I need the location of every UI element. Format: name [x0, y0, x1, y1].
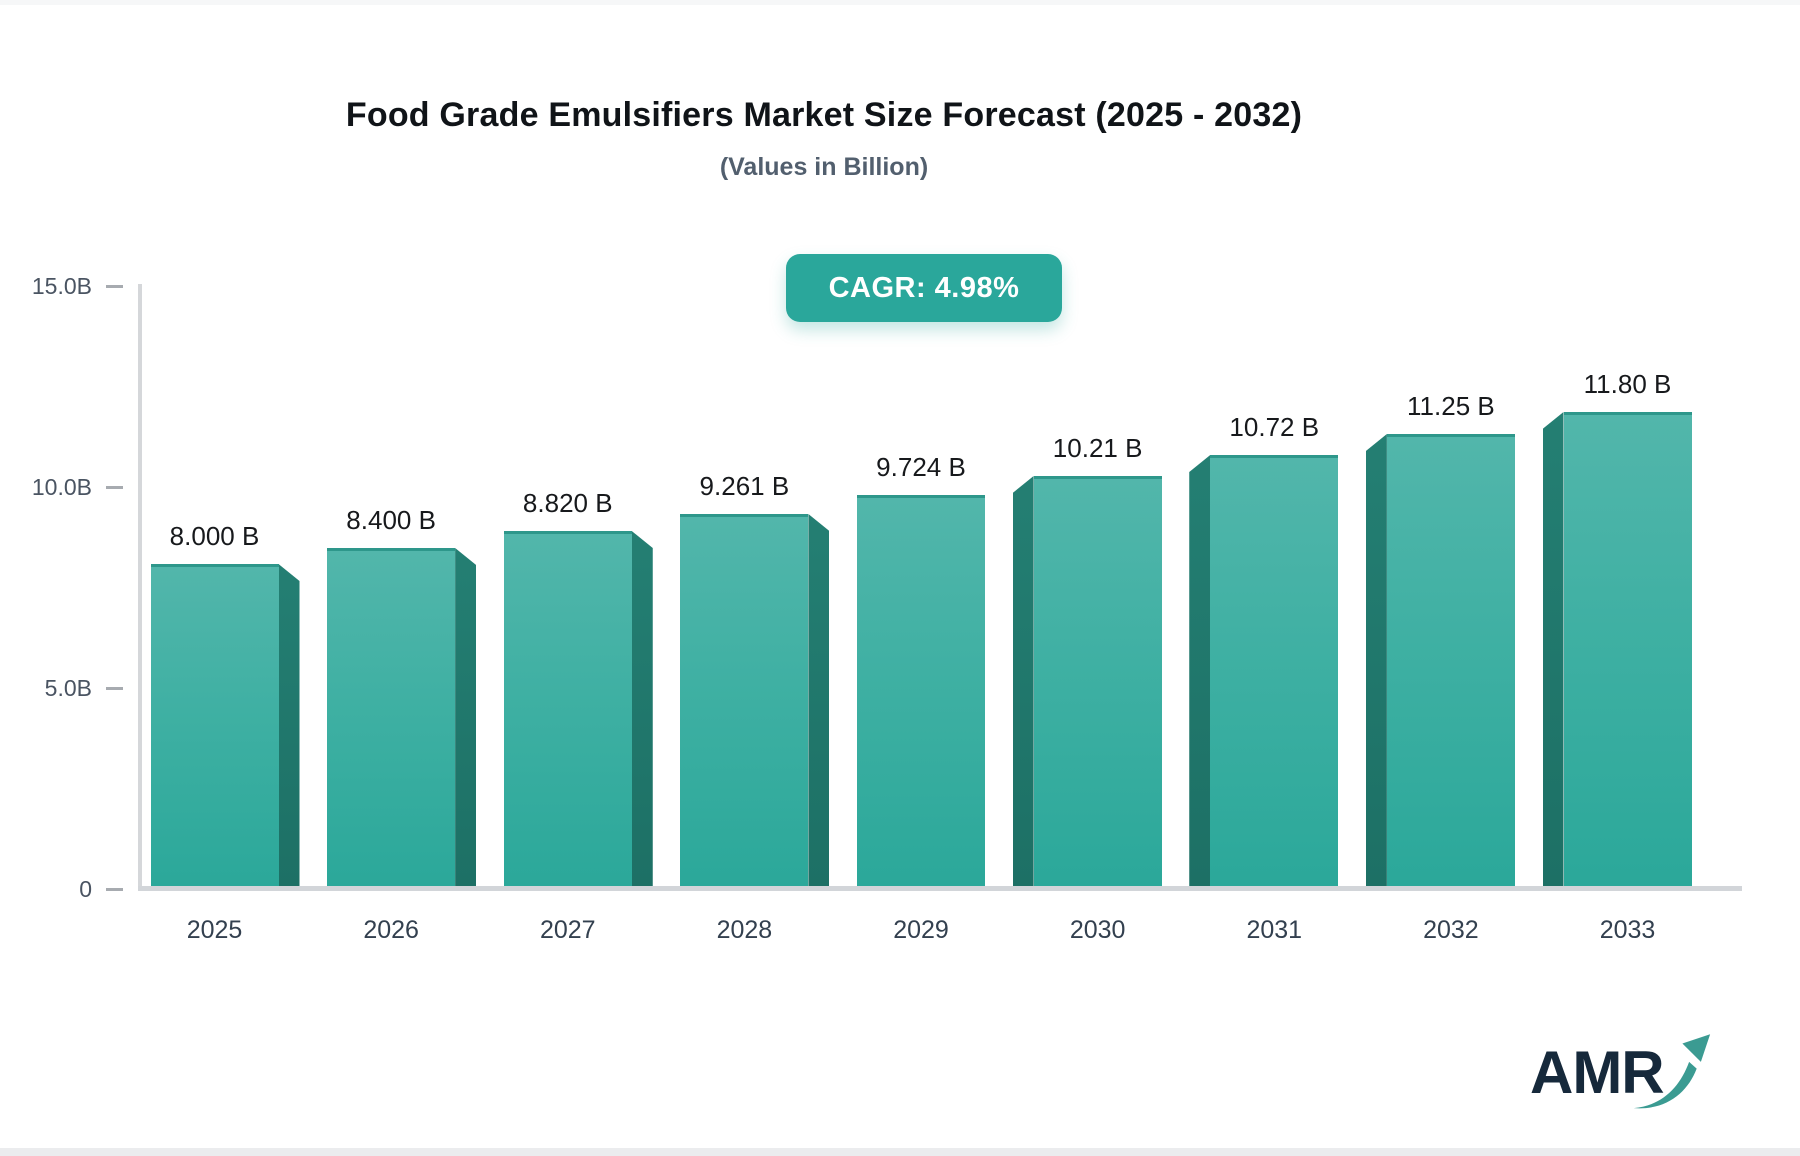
x-axis-label-2025: 2025	[186, 916, 243, 944]
trend-up-arrow-icon	[1633, 1034, 1711, 1109]
y-axis-line	[138, 284, 142, 891]
bar-2030	[1033, 476, 1162, 886]
x-axis-label-2029: 2029	[893, 916, 949, 944]
x-axis-label-2033: 2033	[1599, 916, 1656, 944]
bar-2031	[1210, 455, 1339, 886]
cagr-badge-label: CAGR: 4.98%	[828, 271, 1020, 304]
x-axis-label-2026: 2026	[363, 916, 419, 944]
x-axis-label-2028: 2028	[716, 916, 773, 944]
bar-value-label-2031: 10.72 B	[1229, 412, 1320, 442]
x-axis-label-2032: 2032	[1423, 916, 1479, 944]
amr-logo: AMR	[1530, 1030, 1750, 1120]
bar-side-2028	[808, 514, 830, 886]
top-edge-strip	[0, 0, 1800, 5]
chart-title: Food Grade Emulsifiers Market Size Forec…	[345, 96, 1303, 134]
x-axis-label-2031: 2031	[1246, 916, 1303, 944]
y-axis-label-5.0B: 5.0B	[44, 675, 92, 701]
x-axis-label-2027: 2027	[539, 916, 596, 944]
bar-value-label-2033: 11.80 B	[1583, 369, 1672, 399]
y-tick-dash-10.0B	[106, 486, 123, 489]
bar-value-label-2027: 8.820 B	[522, 488, 613, 518]
bar-2026	[327, 548, 456, 886]
bar-2033	[1563, 412, 1692, 886]
bar-value-label-2025: 8.000 B	[169, 521, 260, 551]
bar-side-2027	[631, 531, 653, 886]
bar-2027	[503, 531, 632, 886]
bar-value-label-2026: 8.400 B	[346, 505, 436, 535]
bar-2032	[1386, 434, 1515, 886]
bar-side-2025	[278, 564, 300, 886]
title-block: Food Grade Emulsifiers Market Size Forec…	[0, 96, 1648, 182]
chart-subtitle: (Values in Billion)	[719, 153, 929, 181]
bottom-edge-strip	[0, 1148, 1800, 1156]
y-tick-dash-5.0B	[106, 687, 123, 690]
y-axis-label-15.0B: 15.0B	[31, 273, 92, 299]
bar-value-label-2028: 9.261 B	[699, 471, 790, 501]
y-axis-label-10.0B: 10.0B	[31, 474, 92, 500]
bar-2028	[680, 514, 809, 886]
x-axis-label-2030: 2030	[1069, 916, 1126, 944]
y-tick-dash-15.0B	[106, 285, 123, 288]
x-axis-line	[138, 886, 1742, 891]
bar-value-label-2029: 9.724 B	[876, 452, 966, 482]
y-tick-dash-0	[106, 888, 123, 891]
bar-side-2026	[455, 548, 477, 886]
bar-2029	[857, 495, 985, 886]
amr-logo-text: AMR	[1530, 1039, 1665, 1106]
bar-value-label-2032: 11.25 B	[1407, 391, 1495, 421]
bar-side-2032	[1365, 434, 1387, 886]
bar-value-label-2030: 10.21 B	[1052, 433, 1143, 463]
bar-2025	[150, 564, 279, 886]
y-axis-label-0: 0	[79, 876, 92, 902]
bar-side-2031	[1189, 455, 1211, 886]
bar-side-2033	[1542, 412, 1564, 886]
bar-side-2030	[1012, 476, 1034, 886]
cagr-badge: CAGR: 4.98%	[786, 254, 1062, 322]
